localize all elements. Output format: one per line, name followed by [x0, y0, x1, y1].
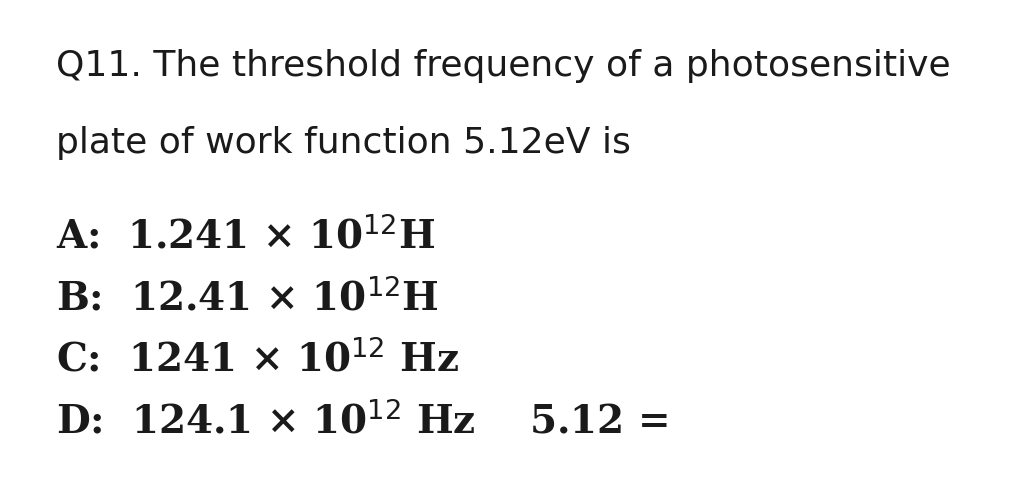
- Text: C:  1241 × 10$^{12}$ Hz: C: 1241 × 10$^{12}$ Hz: [56, 340, 460, 380]
- Text: B:  12.41 × 10$^{12}$H: B: 12.41 × 10$^{12}$H: [56, 279, 439, 318]
- Text: A:  1.241 × 10$^{12}$H: A: 1.241 × 10$^{12}$H: [56, 217, 435, 257]
- Text: D:  124.1 × 10$^{12}$ Hz    5.12 =: D: 124.1 × 10$^{12}$ Hz 5.12 =: [56, 402, 668, 442]
- Text: Q11. The threshold frequency of a photosensitive: Q11. The threshold frequency of a photos…: [56, 49, 951, 83]
- Text: plate of work function 5.12eV is: plate of work function 5.12eV is: [56, 126, 631, 160]
